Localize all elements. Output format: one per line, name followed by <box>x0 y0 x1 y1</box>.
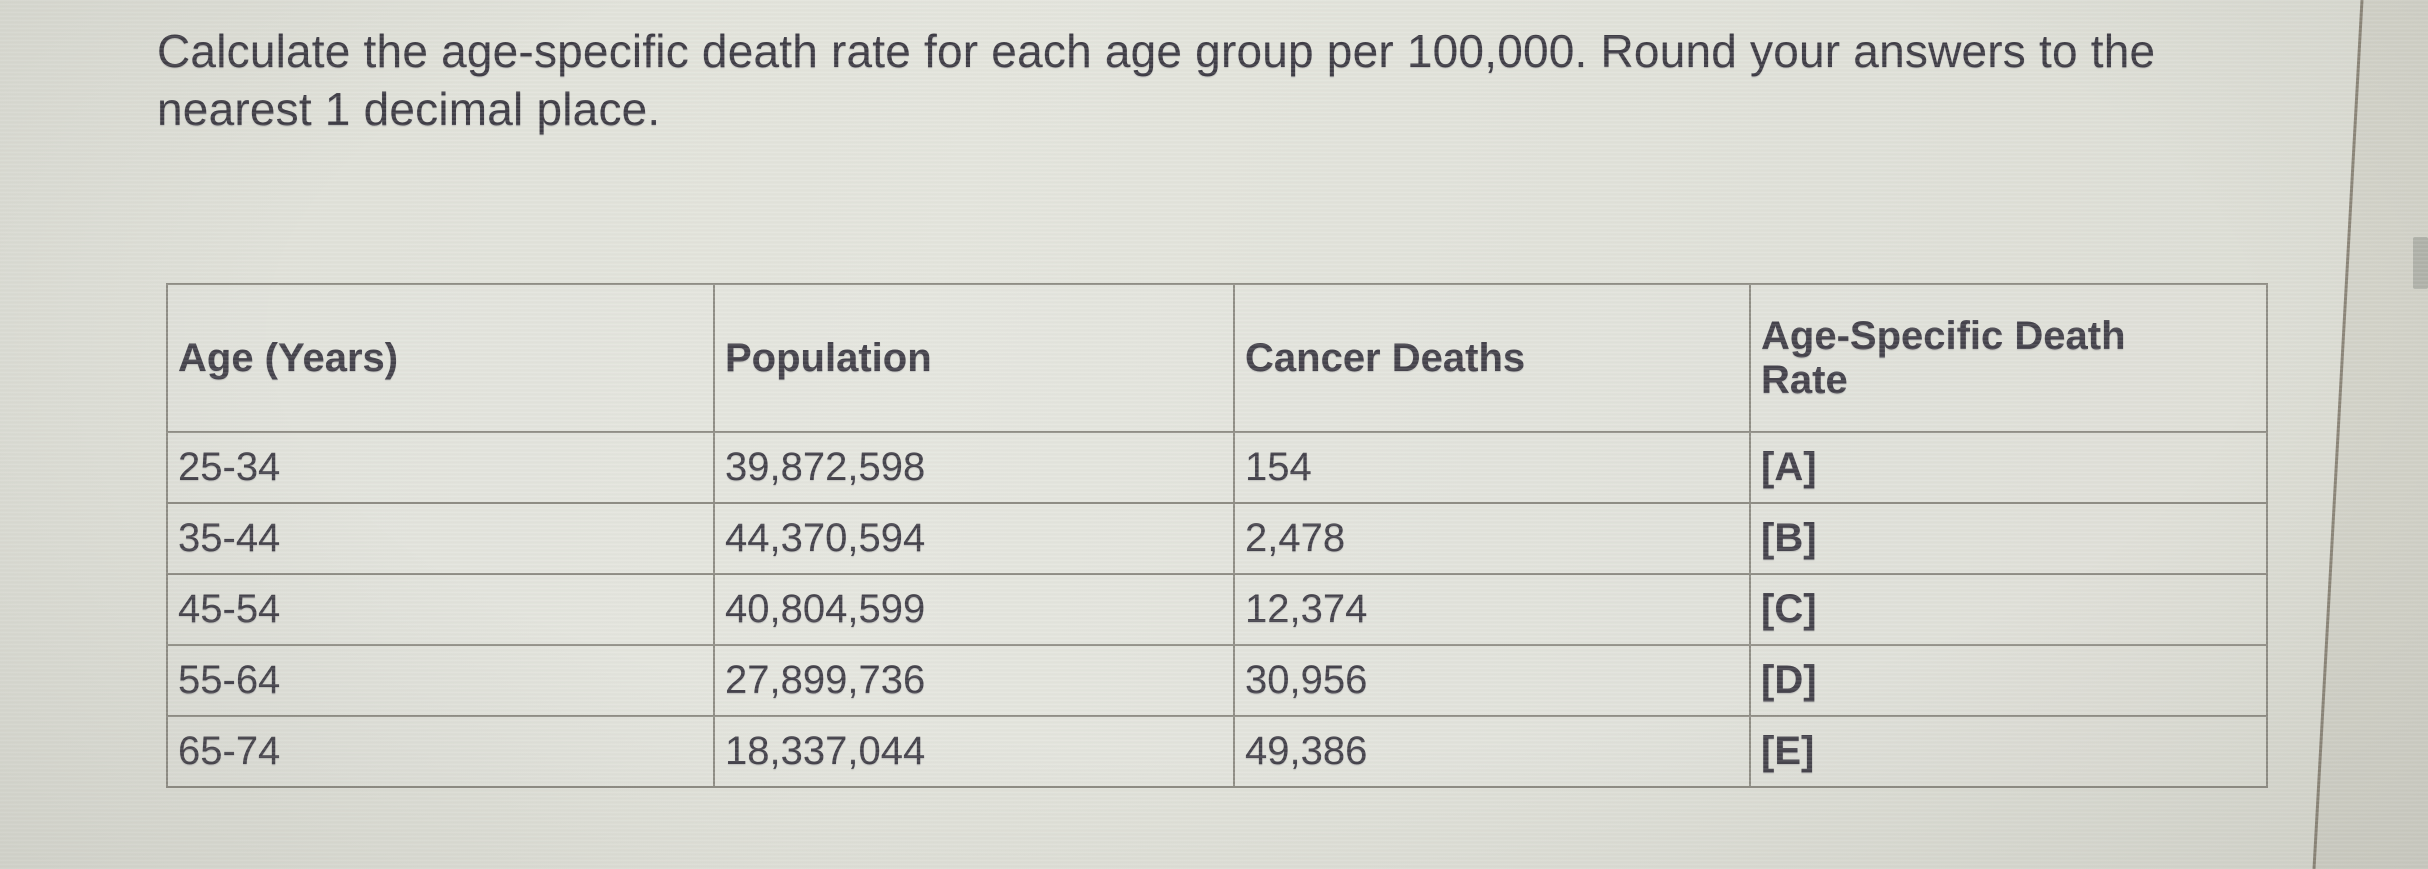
deaths-cell: 49,386 <box>1233 715 1751 788</box>
age-cell: 65-74 <box>166 715 715 788</box>
column-header-age: Age (Years) <box>166 283 715 433</box>
screen-edge-line <box>2312 0 2364 869</box>
column-header-death-rate-label: Age-Specific Death Rate <box>1761 314 2126 402</box>
deaths-cell: 154 <box>1233 431 1751 504</box>
age-cell: 55-64 <box>166 644 715 717</box>
scrollbar-thumb[interactable] <box>2413 237 2428 289</box>
column-header-cancer-deaths: Cancer Deaths <box>1233 283 1751 433</box>
table-row: 45-54 40,804,599 12,374 [C] <box>166 573 2268 646</box>
rate-placeholder-cell: [A] <box>1749 431 2268 504</box>
deaths-cell: 12,374 <box>1233 573 1751 646</box>
table-row: 55-64 27,899,736 30,956 [D] <box>166 644 2268 717</box>
population-cell: 44,370,594 <box>713 502 1235 575</box>
population-cell: 39,872,598 <box>713 431 1235 504</box>
rate-placeholder-cell: [C] <box>1749 573 2268 646</box>
rate-placeholder-cell: [D] <box>1749 644 2268 717</box>
table-row: 35-44 44,370,594 2,478 [B] <box>166 502 2268 575</box>
offscreen-bezel-region <box>2315 0 2428 869</box>
population-cell: 18,337,044 <box>713 715 1235 788</box>
table-header-row: Age (Years) Population Cancer Deaths Age… <box>166 283 2268 433</box>
population-cell: 27,899,736 <box>713 644 1235 717</box>
column-header-population-label: Population <box>725 336 932 380</box>
table-row: 65-74 18,337,044 49,386 [E] <box>166 715 2268 788</box>
rate-placeholder-cell: [E] <box>1749 715 2268 788</box>
rate-placeholder-cell: [B] <box>1749 502 2268 575</box>
deaths-cell: 2,478 <box>1233 502 1751 575</box>
age-cell: 35-44 <box>166 502 715 575</box>
age-cell: 25-34 <box>166 431 715 504</box>
column-header-death-rate: Age-Specific Death Rate <box>1749 283 2268 433</box>
death-rate-table: Age (Years) Population Cancer Deaths Age… <box>166 283 2268 788</box>
column-header-cancer-deaths-label: Cancer Deaths <box>1245 336 1526 380</box>
table-row: 25-34 39,872,598 154 [A] <box>166 431 2268 504</box>
population-cell: 40,804,599 <box>713 573 1235 646</box>
column-header-age-label: Age (Years) <box>178 336 399 380</box>
age-cell: 45-54 <box>166 573 715 646</box>
deaths-cell: 30,956 <box>1233 644 1751 717</box>
column-header-population: Population <box>713 283 1235 433</box>
question-text: Calculate the age-specific death rate fo… <box>157 25 2156 135</box>
